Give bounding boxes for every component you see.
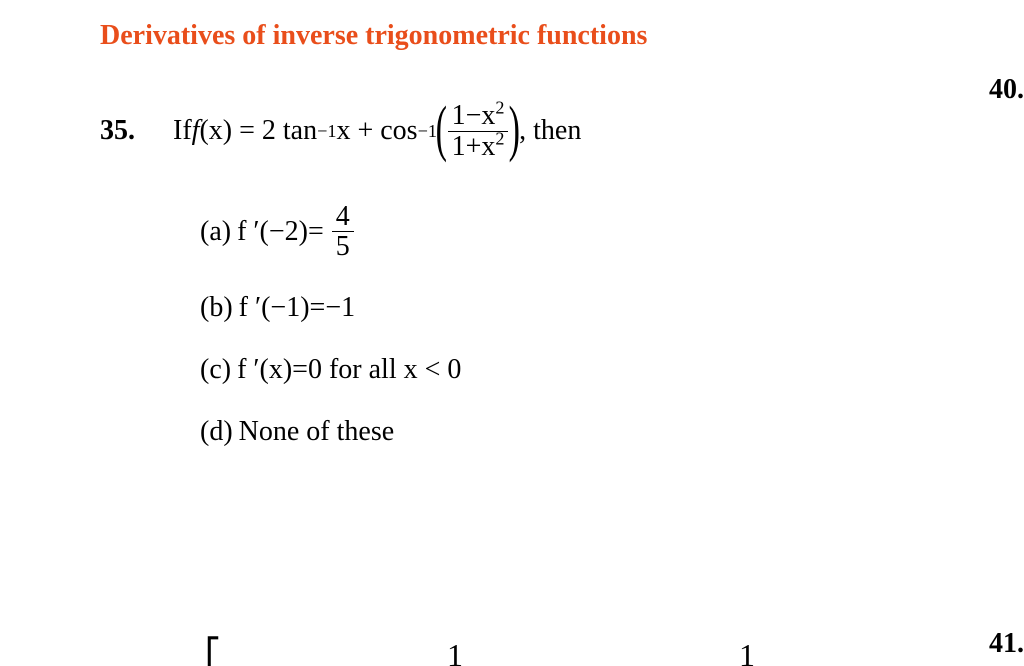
stem-frac-den: 1+x2 [448, 132, 509, 161]
option-c-text: f ′(x)=0 for all x < 0 [237, 354, 461, 386]
stem-lhs: (x) = 2 tan [199, 115, 317, 147]
option-a-num: 4 [332, 202, 354, 232]
stem-suffix: , then [519, 115, 581, 147]
options: (a) f ′(−2)= 4 5 (b) f ′(−1)=−1 (c) f ′(… [200, 202, 1024, 448]
num-sup: 2 [495, 98, 504, 118]
stem-prefix: If [173, 115, 192, 147]
option-a-label: (a) [200, 216, 231, 248]
option-c-label: (c) [200, 354, 231, 386]
option-d-text: None of these [239, 416, 395, 448]
question-number: 35. [100, 115, 135, 147]
option-d-label: (d) [200, 416, 233, 448]
num-a: 1−x [452, 100, 496, 131]
section-title: Derivatives of inverse trigonometric fun… [100, 20, 1024, 52]
big-lparen: ( [436, 98, 447, 160]
cutoff-one-a: 1 [447, 637, 463, 666]
option-a-den: 5 [332, 232, 354, 261]
side-number-top: 40. [989, 74, 1024, 106]
option-d: (d) None of these [200, 416, 1024, 448]
cutoff-fragment: ⎡ 1 1 [205, 636, 755, 666]
den-a: 1+x [452, 131, 496, 162]
option-a-fraction: 4 5 [332, 202, 354, 262]
side-number-bottom: 41. [989, 628, 1024, 660]
page: Derivatives of inverse trigonometric fun… [0, 0, 1024, 666]
big-rparen: ) [509, 98, 520, 160]
question-row: 35. If f (x) = 2 tan −1 x + cos −1 ( 1−x… [100, 100, 1024, 162]
option-b-text: f ′(−1)=−1 [239, 292, 355, 324]
option-b-label: (b) [200, 292, 233, 324]
den-sup: 2 [495, 128, 504, 148]
question-stem: If f (x) = 2 tan −1 x + cos −1 ( 1−x2 1+… [173, 100, 581, 162]
option-b: (b) f ′(−1)=−1 [200, 292, 1024, 324]
stem-func-f: f [192, 115, 200, 147]
cutoff-one-b: 1 [739, 637, 755, 666]
stem-mid1: x + cos [336, 115, 417, 147]
option-a: (a) f ′(−2)= 4 5 [200, 202, 1024, 262]
option-a-pre: f ′(−2)= [237, 216, 324, 248]
cutoff-bracket: ⎡ [205, 637, 221, 666]
option-c: (c) f ′(x)=0 for all x < 0 [200, 354, 1024, 386]
stem-fraction: 1−x2 1+x2 [448, 101, 509, 161]
stem-frac-num: 1−x2 [448, 101, 509, 131]
